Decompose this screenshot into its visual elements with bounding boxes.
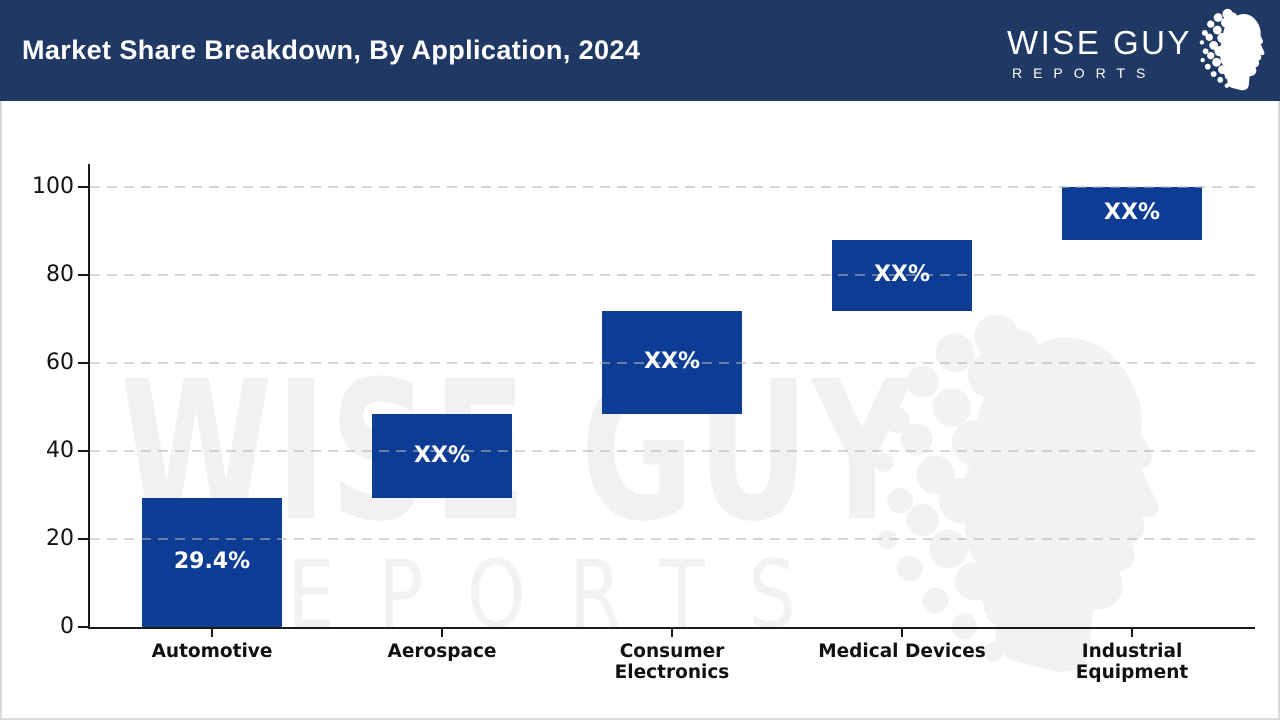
y-tick-20 <box>78 537 90 540</box>
bar-value-label: XX% <box>874 262 930 288</box>
x-tick-4 <box>1131 629 1133 637</box>
bar-industrial-equipment <box>1062 186 1202 240</box>
x-tick-1 <box>441 629 443 637</box>
y-tick-label-20: 20 <box>46 525 74 551</box>
gridline-60 <box>90 361 1255 364</box>
page-title: Market Share Breakdown, By Application, … <box>22 35 641 65</box>
bar-value-label: XX% <box>414 442 470 468</box>
bar-automotive <box>142 497 282 627</box>
y-tick-label-40: 40 <box>46 437 74 463</box>
y-tick-label-80: 80 <box>46 261 74 287</box>
y-tick-0 <box>78 626 90 628</box>
bar-aerospace <box>372 413 512 498</box>
gridline-100 <box>90 185 1255 188</box>
gridline-80 <box>90 273 1255 276</box>
watermark-head-profile-icon <box>874 314 1159 672</box>
y-tick-40 <box>78 449 90 452</box>
header: Market Share Breakdown, By Application, … <box>0 0 1280 101</box>
brand-logo: WISE GUY REPORTS <box>1007 8 1270 96</box>
x-category-label: Consumer Electronics <box>614 641 730 683</box>
x-tick-0 <box>211 629 213 637</box>
chart-area: WISE GUY REPORTS 29.4% XX% XX% XX% XX% 0 20 40 6… <box>2 101 1278 718</box>
y-tick-60 <box>78 361 90 364</box>
x-category-label: Aerospace <box>387 641 497 662</box>
bar-value-label: 29.4% <box>173 549 251 575</box>
x-category-label: Industrial Equipment <box>1075 641 1189 683</box>
x-category-label: Automotive <box>151 641 273 662</box>
plot: 29.4% XX% XX% XX% XX% 0 20 40 60 80 100 Automotive A… <box>2 101 1278 718</box>
y-tick-label-100: 100 <box>32 173 74 199</box>
gridline-20 <box>90 537 1255 540</box>
y-tick-100 <box>78 185 90 188</box>
x-category-label: Medical Devices <box>818 641 986 662</box>
y-tick-label-60: 60 <box>46 349 74 375</box>
bar-value-label: XX% <box>1104 200 1160 226</box>
y-tick-80 <box>78 273 90 276</box>
brand-name: WISE GUY <box>1006 23 1192 61</box>
dotted-head-profile-icon <box>1199 8 1265 91</box>
y-tick-label-0: 0 <box>60 614 74 639</box>
y-axis-line <box>88 164 90 629</box>
x-axis-line <box>88 627 1255 629</box>
gridline-40 <box>90 449 1255 452</box>
watermark-subtitle: REPORTS <box>192 541 840 650</box>
brand-subtitle: REPORTS <box>1011 64 1157 81</box>
x-tick-2 <box>671 629 673 637</box>
bar-value-label: XX% <box>644 349 700 375</box>
brand-text: WISE GUY REPORTS <box>1007 24 1192 81</box>
x-tick-3 <box>901 629 903 637</box>
